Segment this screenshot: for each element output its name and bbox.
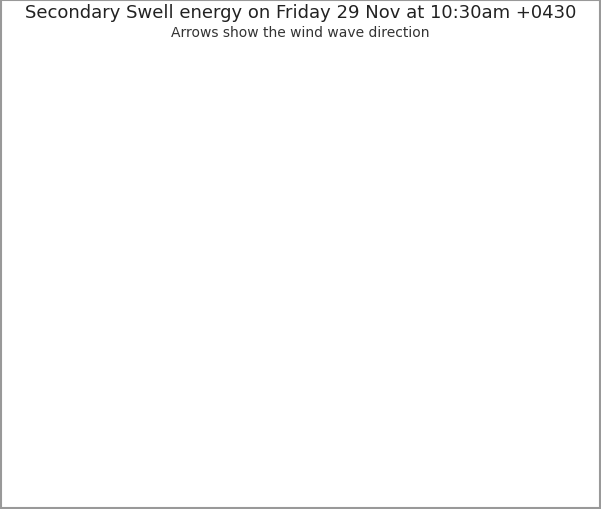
Text: Secondary Swell energy on Friday 29 Nov at 10:30am +0430: Secondary Swell energy on Friday 29 Nov …: [25, 4, 576, 22]
Text: Arrows show the wind wave direction: Arrows show the wind wave direction: [171, 26, 430, 40]
